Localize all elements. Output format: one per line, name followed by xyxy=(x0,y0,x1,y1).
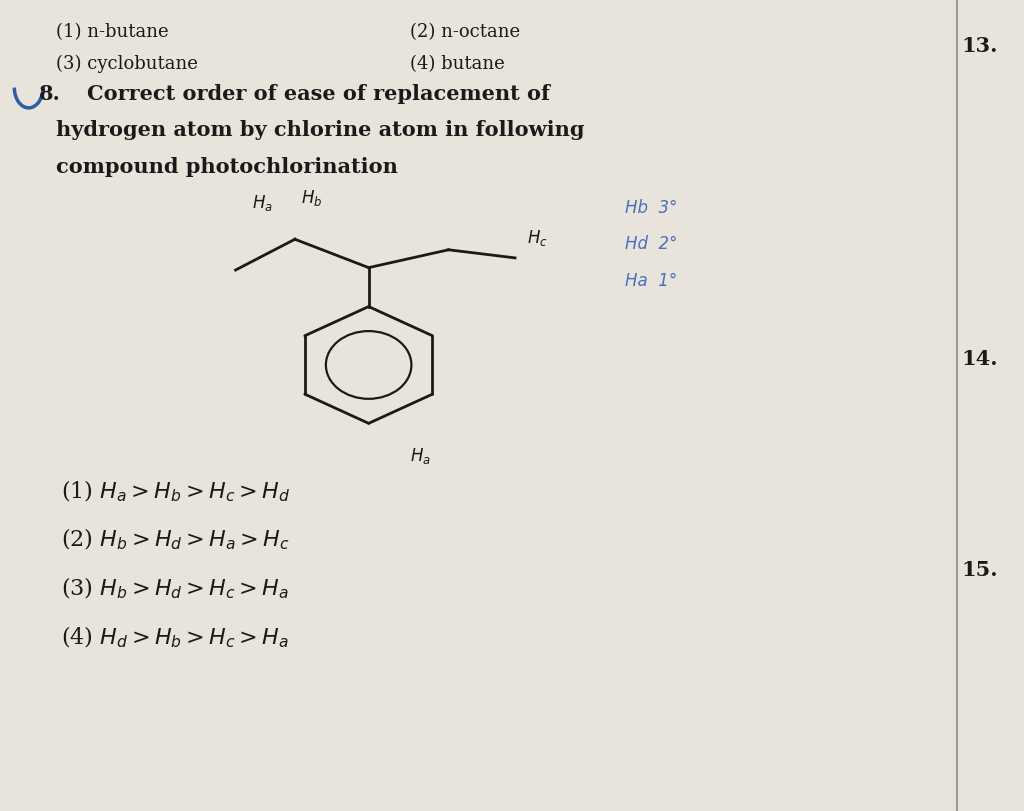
Text: $H_c$: $H_c$ xyxy=(527,228,548,248)
Text: 13.: 13. xyxy=(962,36,998,57)
Text: $H_a$: $H_a$ xyxy=(410,446,431,466)
Text: Hd  2°: Hd 2° xyxy=(625,235,677,253)
Text: (3) $H_b > H_d > H_c > H_a$: (3) $H_b > H_d > H_c > H_a$ xyxy=(61,576,290,601)
Text: Correct order of ease of replacement of: Correct order of ease of replacement of xyxy=(87,84,550,104)
Text: Ha  1°: Ha 1° xyxy=(625,272,677,290)
Text: (1) $H_a > H_b > H_c > H_d$: (1) $H_a > H_b > H_c > H_d$ xyxy=(61,478,291,504)
Text: $H_b$: $H_b$ xyxy=(301,188,323,208)
Text: (3) cyclobutane: (3) cyclobutane xyxy=(56,55,199,74)
Text: (2) $H_b > H_d > H_a > H_c$: (2) $H_b > H_d > H_a > H_c$ xyxy=(61,527,291,552)
Text: hydrogen atom by chlorine atom in following: hydrogen atom by chlorine atom in follow… xyxy=(56,120,585,140)
Text: (4) $H_d > H_b > H_c > H_a$: (4) $H_d > H_b > H_c > H_a$ xyxy=(61,624,290,650)
Text: Hb  3°: Hb 3° xyxy=(625,199,677,217)
Text: 8.: 8. xyxy=(39,84,60,104)
Text: (4) butane: (4) butane xyxy=(410,55,505,73)
Text: compound photochlorination: compound photochlorination xyxy=(56,157,398,177)
Text: $H_a$: $H_a$ xyxy=(252,193,272,213)
Text: (1) n-butane: (1) n-butane xyxy=(56,23,169,41)
Text: (2) n-octane: (2) n-octane xyxy=(410,23,520,41)
Text: 14.: 14. xyxy=(962,349,998,369)
Text: 15.: 15. xyxy=(962,560,998,580)
